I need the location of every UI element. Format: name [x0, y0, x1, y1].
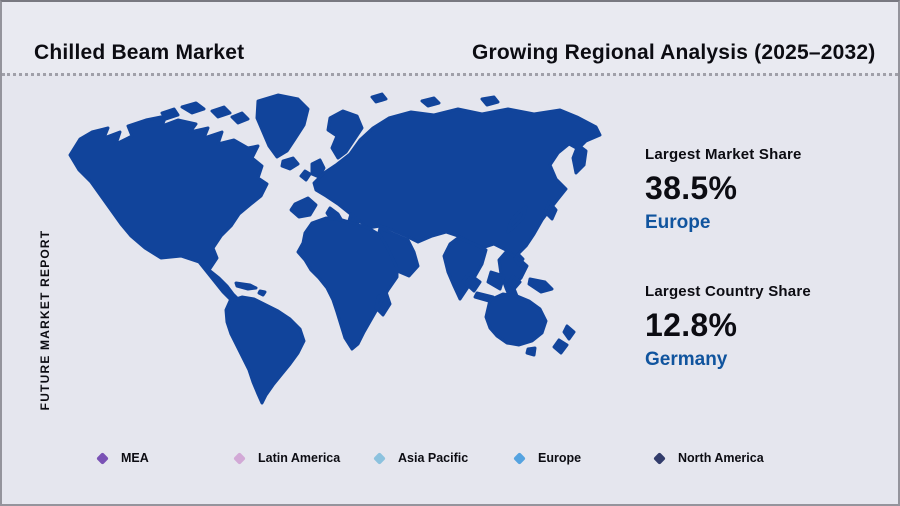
page-title: Growing Regional Analysis (2025–2032)	[472, 41, 876, 64]
brand-title: Chilled Beam Market	[34, 41, 245, 64]
stats-panel: Largest Market Share 38.5% Europe Larges…	[645, 146, 890, 371]
legend: MEA Latin America Asia Pacific Europe No…	[2, 448, 898, 470]
stat-value: 38.5%	[645, 170, 738, 206]
legend-dot-icon	[233, 451, 246, 465]
legend-item-asia-pacific: Asia Pacific	[373, 448, 469, 468]
world-map-svg	[68, 92, 602, 405]
stat-region: Europe	[645, 212, 711, 233]
legend-dot-icon	[373, 451, 386, 465]
legend-item-north-america: North America	[653, 448, 764, 468]
stat-value: 12.8%	[645, 307, 738, 343]
legend-label: Asia Pacific	[398, 451, 469, 465]
legend-dot-icon	[653, 451, 666, 465]
legend-label: Latin America	[258, 451, 341, 465]
stat-label: Largest Market Share	[645, 146, 802, 163]
legend-label: Europe	[538, 451, 582, 465]
stat-region: Germany	[645, 349, 728, 370]
legend-dot-icon	[96, 451, 109, 465]
legend-dot-icon	[513, 451, 526, 465]
stat-largest-market-share: Largest Market Share 38.5% Europe	[645, 146, 890, 234]
dotted-separator	[2, 73, 898, 76]
watermark-vertical-text: FUTURE MARKET REPORT	[38, 229, 52, 411]
legend-label: MEA	[121, 451, 149, 465]
stat-largest-country-share: Largest Country Share 12.8% Germany	[645, 283, 890, 371]
legend-item-europe: Europe	[513, 448, 582, 468]
legend-item-mea: MEA	[96, 448, 149, 468]
header-band	[2, 2, 898, 74]
world-map	[62, 87, 637, 407]
legend-label: North America	[678, 451, 764, 465]
stat-label: Largest Country Share	[645, 283, 811, 300]
legend-item-latin-america: Latin America	[233, 448, 341, 468]
